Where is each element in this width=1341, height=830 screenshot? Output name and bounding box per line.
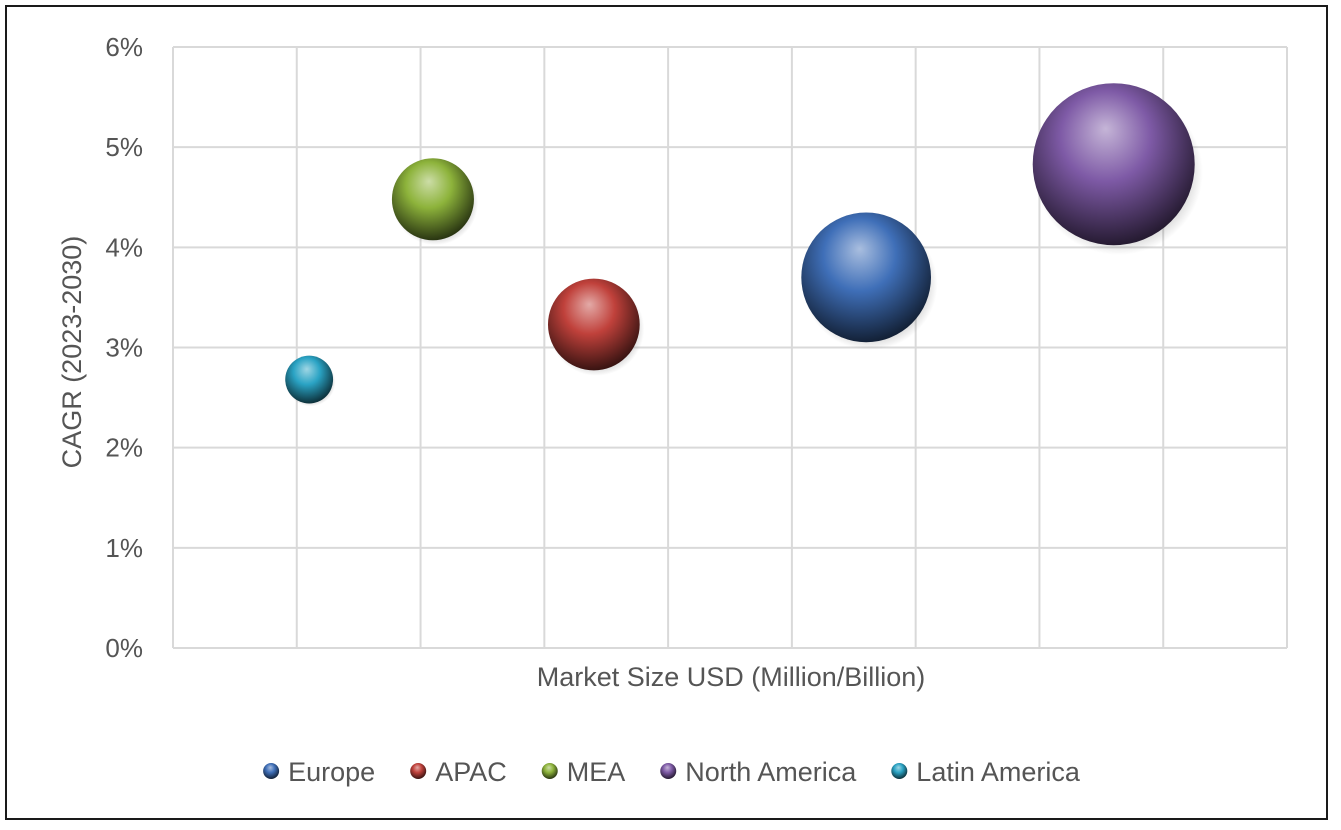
y-tick-label: 0% bbox=[105, 633, 143, 663]
bubble-apac bbox=[547, 278, 640, 371]
y-axis-title: CAGR (2023-2030) bbox=[57, 236, 87, 469]
y-tick-label: 6% bbox=[105, 32, 143, 62]
legend-label: Europe bbox=[288, 757, 375, 787]
legend-label: APAC bbox=[435, 757, 507, 787]
legend-label: Latin America bbox=[916, 757, 1081, 787]
legend-marker-north-america bbox=[660, 763, 677, 779]
y-axis-ticks: 0% 1% 2% 3% 4% 5% 6% bbox=[105, 32, 143, 663]
legend-marker-europe bbox=[263, 763, 280, 779]
x-axis-title: Market Size USD (Million/Billion) bbox=[537, 662, 926, 692]
legend-marker-apac bbox=[410, 763, 427, 779]
legend: Europe APAC MEA North America Latin America bbox=[263, 757, 1081, 787]
y-tick-label: 5% bbox=[105, 132, 143, 162]
y-tick-label: 4% bbox=[105, 232, 143, 262]
bubble-mea bbox=[391, 158, 474, 241]
bubble-latin-america bbox=[285, 355, 334, 404]
legend-label: North America bbox=[685, 757, 857, 787]
legend-marker-latin-america bbox=[891, 763, 908, 779]
y-tick-label: 1% bbox=[105, 533, 143, 563]
legend-label: MEA bbox=[567, 757, 626, 787]
y-tick-label: 2% bbox=[105, 433, 143, 463]
bubble-europe bbox=[801, 212, 932, 343]
bubbles bbox=[285, 83, 1203, 407]
bubble-north-america bbox=[1032, 83, 1195, 246]
legend-marker-mea bbox=[541, 763, 558, 779]
y-tick-label: 3% bbox=[105, 333, 143, 363]
